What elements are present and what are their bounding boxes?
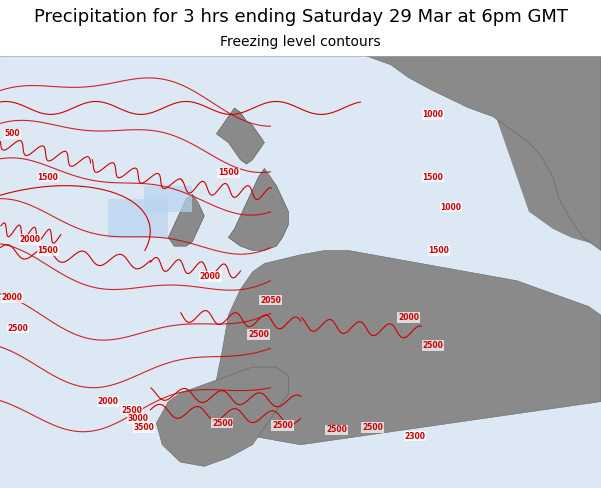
- Polygon shape: [228, 168, 288, 250]
- Text: 1500: 1500: [423, 173, 443, 182]
- Text: 3000: 3000: [128, 414, 148, 424]
- Polygon shape: [367, 56, 601, 250]
- Text: 2500: 2500: [326, 425, 347, 434]
- Bar: [108, 199, 168, 238]
- Bar: [144, 185, 192, 212]
- Polygon shape: [156, 367, 288, 467]
- Text: 2500: 2500: [8, 324, 28, 333]
- Polygon shape: [216, 108, 264, 164]
- Text: 2500: 2500: [212, 419, 233, 427]
- Text: 2500: 2500: [423, 341, 443, 350]
- Polygon shape: [433, 56, 601, 246]
- Text: 2500: 2500: [122, 406, 142, 415]
- Text: 3500: 3500: [134, 423, 154, 432]
- Text: 2000: 2000: [2, 293, 22, 303]
- Polygon shape: [216, 250, 601, 445]
- Text: 2500: 2500: [272, 421, 293, 430]
- Text: 2000: 2000: [398, 313, 419, 322]
- Text: 2300: 2300: [404, 432, 425, 441]
- Text: 1000: 1000: [441, 203, 461, 212]
- Text: 2000: 2000: [20, 235, 40, 244]
- Text: Freezing level contours: Freezing level contours: [220, 35, 381, 49]
- Text: Precipitation for 3 hrs ending Saturday 29 Mar at 6pm GMT: Precipitation for 3 hrs ending Saturday …: [34, 8, 567, 26]
- Text: 2000: 2000: [200, 272, 221, 281]
- Text: 2500: 2500: [248, 330, 269, 339]
- Text: 2050: 2050: [260, 296, 281, 305]
- Text: 1500: 1500: [38, 246, 58, 255]
- Text: 1000: 1000: [423, 110, 443, 119]
- Text: 500: 500: [4, 129, 20, 139]
- Text: 1500: 1500: [429, 246, 449, 255]
- Text: 1500: 1500: [38, 173, 58, 182]
- Text: 2000: 2000: [98, 397, 118, 406]
- Polygon shape: [168, 194, 204, 246]
- Text: 2500: 2500: [362, 423, 383, 432]
- Text: 1500: 1500: [218, 168, 239, 177]
